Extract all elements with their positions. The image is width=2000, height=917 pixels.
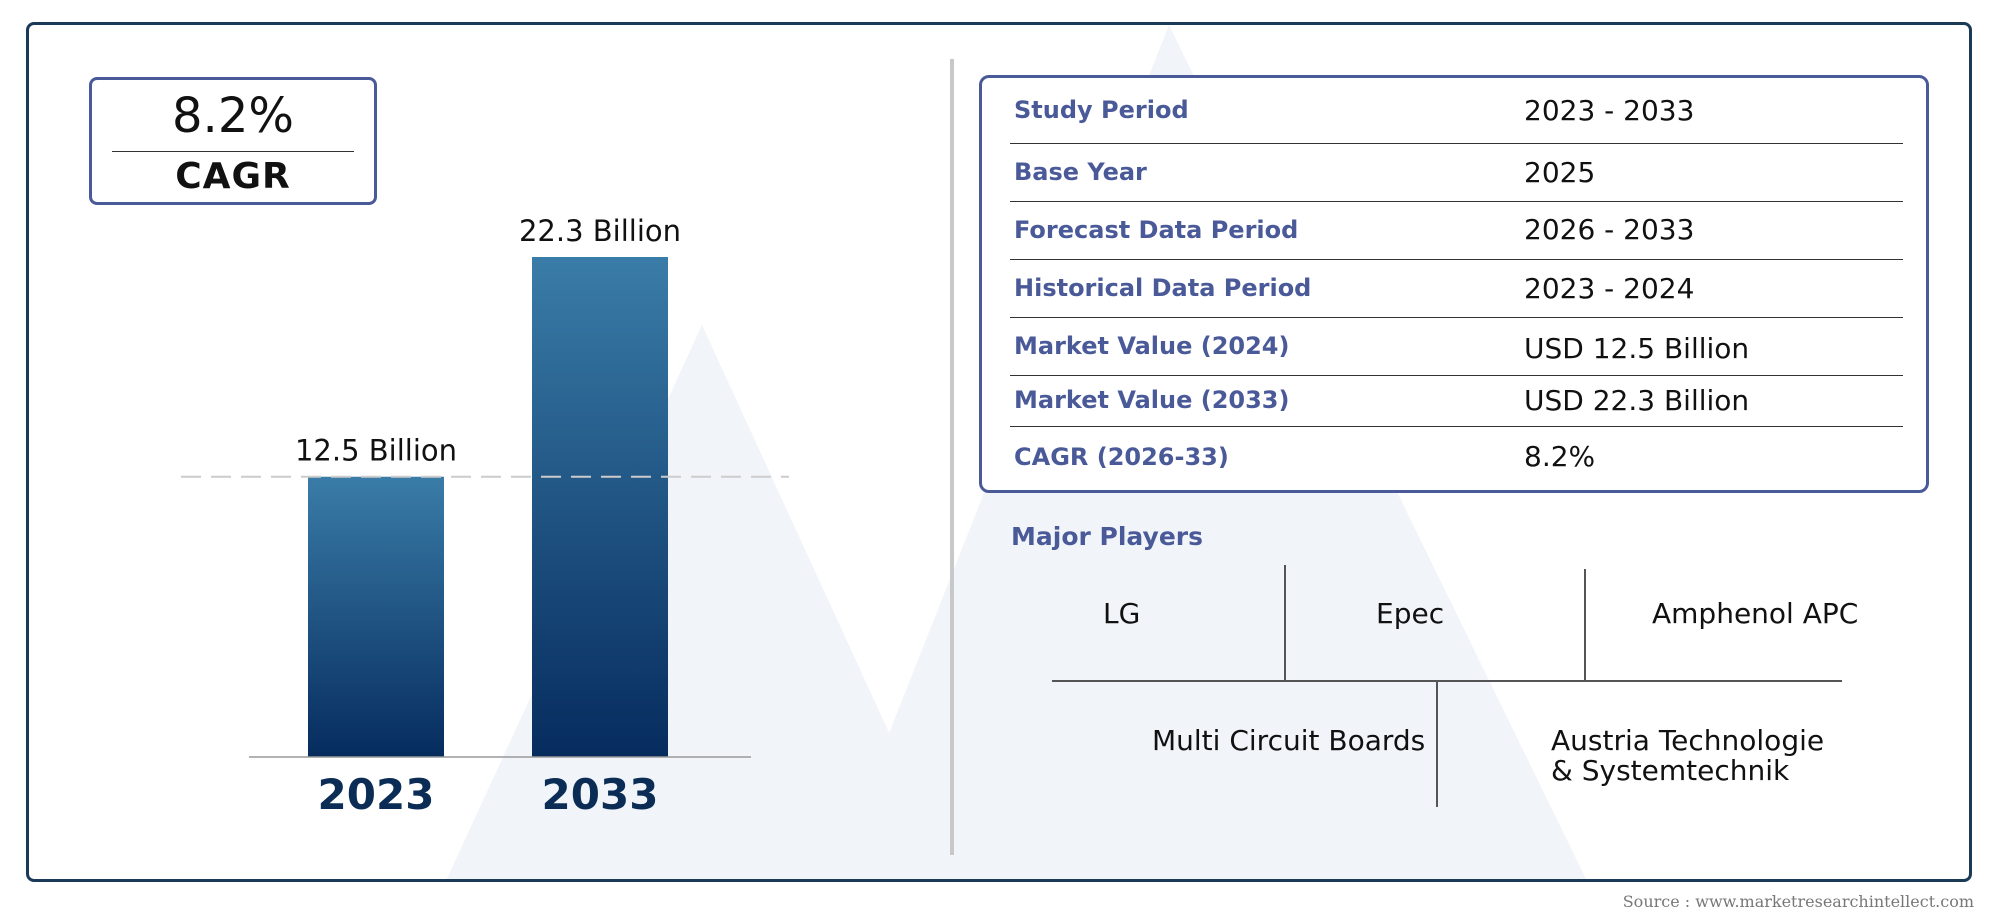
player-divider bbox=[1584, 569, 1586, 680]
info-value: 2026 - 2033 bbox=[1524, 213, 1695, 246]
info-row-historical-period: Historical Data Period 2023 - 2024 bbox=[1010, 260, 1903, 318]
info-row-forecast-period: Forecast Data Period 2026 - 2033 bbox=[1010, 202, 1903, 260]
info-label: Market Value (2024) bbox=[1014, 332, 1290, 360]
player-austria-technologie: Austria Technologie & Systemtechnik bbox=[1551, 724, 1825, 787]
info-row-base-year: Base Year 2025 bbox=[1010, 144, 1903, 202]
info-value: USD 22.3 Billion bbox=[1524, 384, 1750, 417]
player-divider bbox=[1436, 680, 1438, 807]
major-players-title: Major Players bbox=[1011, 522, 1203, 551]
bar-data-label-2033: 22.3 Billion bbox=[519, 214, 681, 248]
player-epec: Epec bbox=[1376, 597, 1445, 630]
cagr-box: 8.2% CAGR bbox=[89, 77, 377, 205]
source-note: Source : www.marketresearchintellect.com bbox=[1622, 892, 1974, 911]
info-label: Study Period bbox=[1014, 96, 1189, 124]
info-value: 2023 - 2033 bbox=[1524, 94, 1695, 127]
cagr-divider bbox=[112, 151, 354, 152]
info-value: 8.2% bbox=[1524, 440, 1596, 473]
player-amphenol-apc: Amphenol APC bbox=[1652, 597, 1859, 630]
info-value: USD 12.5 Billion bbox=[1524, 332, 1750, 365]
info-label: Forecast Data Period bbox=[1014, 216, 1299, 244]
info-label: Market Value (2033) bbox=[1014, 386, 1290, 414]
player-lg: LG bbox=[1103, 597, 1141, 630]
info-row-market-value-2033: Market Value (2033) USD 22.3 Billion bbox=[1010, 376, 1903, 427]
info-label: Base Year bbox=[1014, 158, 1147, 186]
category-label-2023: 2023 bbox=[318, 770, 435, 819]
bar-2033 bbox=[532, 257, 668, 757]
info-value: 2025 bbox=[1524, 156, 1596, 189]
bar-chart: 12.5 Billion 2023 22.3 Billion 2033 bbox=[181, 214, 789, 819]
player-row-divider bbox=[1052, 680, 1842, 682]
info-label: CAGR (2026-33) bbox=[1014, 443, 1229, 471]
bar-2023 bbox=[308, 476, 444, 757]
infographic-frame: 8.2% CAGR 12.5 Billion 2023 22.3 Billion 20… bbox=[26, 22, 1972, 882]
player-multi-circuit-boards: Multi Circuit Boards bbox=[1152, 724, 1426, 757]
info-label: Historical Data Period bbox=[1014, 274, 1312, 302]
cagr-value: 8.2% bbox=[172, 88, 294, 144]
bar-data-label-2023: 12.5 Billion bbox=[295, 434, 457, 468]
info-row-study-period: Study Period 2023 - 2033 bbox=[1010, 78, 1903, 144]
info-row-market-value-2024: Market Value (2024) USD 12.5 Billion bbox=[1010, 318, 1903, 376]
info-value: 2023 - 2024 bbox=[1524, 272, 1695, 305]
category-label-2033: 2033 bbox=[542, 770, 659, 819]
player-divider bbox=[1284, 565, 1286, 680]
cagr-label: CAGR bbox=[175, 156, 291, 197]
info-row-cagr: CAGR (2026-33) 8.2% bbox=[1010, 427, 1903, 491]
panel-divider bbox=[950, 59, 954, 855]
market-info-table: Study Period 2023 - 2033 Base Year 2025 … bbox=[979, 75, 1929, 493]
